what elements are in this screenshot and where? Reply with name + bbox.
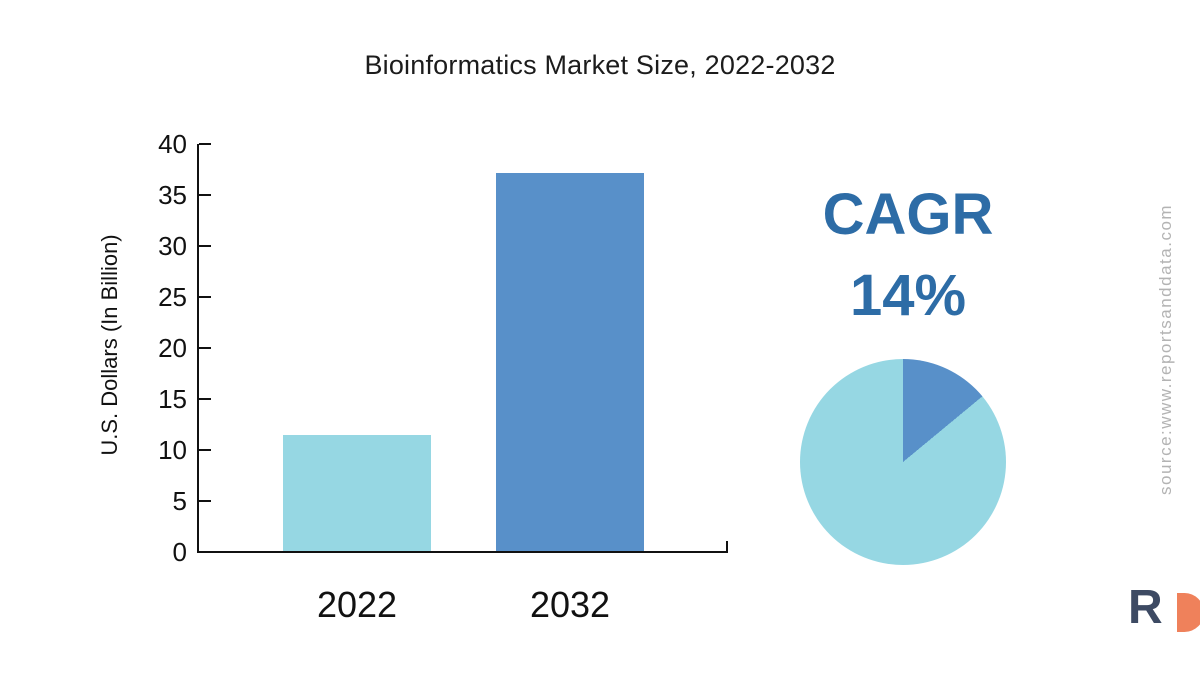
cagr-label: CAGR [822, 182, 994, 247]
y-tick-mark [199, 244, 211, 247]
y-tick-mark [199, 397, 211, 400]
y-tick-mark [199, 143, 211, 145]
y-tick-mark [199, 499, 211, 502]
y-tick-label: 0 [172, 536, 187, 567]
bar-2022 [283, 435, 431, 552]
chart-title: Bioinformatics Market Size, 2022-2032 [364, 50, 836, 80]
bar-2032 [496, 172, 644, 552]
y-tick-label: 25 [158, 281, 187, 312]
y-tick-label: 35 [158, 179, 187, 210]
y-tick-mark [199, 193, 211, 196]
y-tick-mark [199, 550, 211, 553]
y-tick-label: 5 [172, 485, 187, 516]
y-tick-label: 30 [158, 230, 187, 261]
y-tick-label: 20 [158, 332, 187, 363]
x-axis-line [197, 551, 728, 553]
source-attribution: source:www.reportsanddata.com [1156, 203, 1175, 495]
y-tick-label: 40 [158, 129, 187, 159]
x-tick-label-2032: 2032 [529, 584, 611, 625]
pie-chart [800, 359, 1006, 565]
y-tick-mark [199, 346, 211, 349]
y-tick-mark [199, 295, 211, 298]
y-axis-line [197, 144, 199, 553]
y-tick-mark [199, 448, 211, 451]
y-tick-label: 15 [158, 383, 187, 414]
reports-and-data-logo: R [1128, 584, 1200, 634]
logo-letter-r: R [1128, 581, 1163, 634]
logo-letter-d-shape [1177, 593, 1200, 632]
y-tick-label: 10 [158, 434, 187, 465]
x-tick-label-2022: 2022 [316, 584, 398, 625]
x-axis-end-tick [726, 541, 728, 551]
cagr-value: 14% [849, 263, 967, 328]
